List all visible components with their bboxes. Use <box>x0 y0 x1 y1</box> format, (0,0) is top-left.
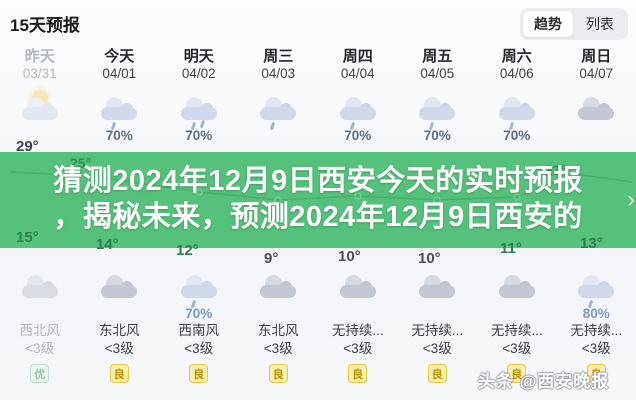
light-rain-icon <box>177 272 221 309</box>
wind-direction: 西北风 <box>19 323 61 338</box>
light-rain-icon <box>97 94 141 131</box>
day-name[interactable]: 今天 <box>104 48 135 65</box>
precip-probability: 70% <box>185 306 213 321</box>
wind-level: <3级 <box>343 341 373 356</box>
low-temp-label: 12° <box>176 242 199 259</box>
cloudy-icon <box>18 272 62 302</box>
wind-direction: 西南风 <box>178 323 220 338</box>
cloudy-icon <box>415 272 459 302</box>
day-name[interactable]: 周六 <box>501 48 532 65</box>
day-name[interactable]: 周日 <box>581 48 612 65</box>
high-temp-label: 25° <box>70 155 92 171</box>
date-label: 04/04 <box>340 66 375 81</box>
cloudy-icon <box>336 272 380 302</box>
headline-line-2: ，揭秘未来，预测2024年12月9日西安的 <box>53 201 583 233</box>
light-rain-icon <box>495 94 539 131</box>
wind-level: <3级 <box>263 341 293 356</box>
day-name[interactable]: 周三 <box>263 48 294 65</box>
precip-probability: 70% <box>105 128 133 143</box>
wind-direction: 无持续... <box>570 323 623 338</box>
date-label: 04/05 <box>420 66 455 81</box>
aqi-badge: 良 <box>189 364 209 383</box>
wind-direction: 无持续... <box>411 323 464 338</box>
date-label: 04/07 <box>579 66 614 81</box>
low-temp-label: 13° <box>580 235 603 252</box>
precip-probability: 70% <box>503 128 531 143</box>
night-weather-row: 70% <box>0 272 636 322</box>
wind-direction: 东北风 <box>99 323 140 338</box>
chevron-right-icon[interactable]: › <box>627 186 635 213</box>
wind-level-row: <3级 <3级 <3级 <3级 <3级 <3级 <3级 <3级 <box>0 337 636 357</box>
partly-sunny-icon <box>18 90 62 124</box>
cloudy-icon <box>495 272 539 302</box>
precip-probability: 70% <box>344 128 372 143</box>
day-weather-row: 70% 70% 70% 70% <box>0 90 636 144</box>
headline-text: 猜测2024年12月9日西安今天的实时预报 ，揭秘未来，预测2024年12月9日… <box>0 152 636 248</box>
air-quality-row: 优 良 良 良 良 良 良 良 <box>0 364 636 383</box>
wind-level: <3级 <box>422 341 452 356</box>
trend-line-chart <box>9 170 633 204</box>
day-name[interactable]: 周四 <box>342 48 373 65</box>
light-rain-icon <box>415 94 459 131</box>
watermark: 头条 @西安晚报 <box>478 372 610 391</box>
low-temp-label: 11° <box>500 240 522 257</box>
light-rain-icon <box>336 94 380 131</box>
low-temp-label: 15° <box>16 229 39 246</box>
day-name[interactable]: 昨天 <box>24 48 55 65</box>
wind-level: <3级 <box>502 341 532 356</box>
date-label: 04/01 <box>102 66 137 81</box>
cloudy-icon <box>97 272 141 302</box>
light-rain-icon <box>256 94 300 131</box>
wind-direction: 无持续... <box>331 323 384 338</box>
light-rain-icon <box>574 272 618 309</box>
aqi-badge: 良 <box>586 364 606 383</box>
aqi-badge: 良 <box>427 364 447 383</box>
tab-list[interactable]: 列表 <box>586 16 614 32</box>
wind-level: <3级 <box>104 341 134 356</box>
date-row: 03/31 04/01 04/02 04/03 04/04 04/05 04/0… <box>0 66 636 81</box>
cloudy-icon <box>574 94 618 124</box>
wind-level: <3级 <box>581 341 611 356</box>
moderate-rain-icon <box>177 94 221 131</box>
date-label: 04/06 <box>499 66 534 81</box>
aqi-badge: 良 <box>109 364 129 383</box>
aqi-badge: 优 <box>30 364 50 383</box>
low-temp-label: 14° <box>96 236 119 253</box>
low-temp-label: 9° <box>264 250 279 267</box>
aqi-badge: 良 <box>507 364 527 383</box>
headline-overlay-banner: 25° 23° 猜测2024年12月9日西安今天的实时预报 ，揭秘未来，预测20… <box>0 152 636 248</box>
headline-line-1: 猜测2024年12月9日西安今天的实时预报 <box>53 165 583 197</box>
wind-level: <3级 <box>184 341 214 356</box>
high-temp-label: 23° <box>545 162 567 178</box>
day-name-row: 昨天 今天 明天 周三 周四 周五 周六 周日 <box>0 45 636 66</box>
wind-direction: 东北风 <box>258 323 299 338</box>
date-label: 03/31 <box>22 66 57 81</box>
wind-direction: 无持续... <box>490 323 543 338</box>
low-temp-label: 10° <box>418 250 441 267</box>
day-name[interactable]: 周五 <box>422 48 453 65</box>
aqi-badge: 良 <box>348 364 368 383</box>
day-name[interactable]: 明天 <box>183 48 214 65</box>
precip-probability: 70% <box>185 128 213 143</box>
wind-level: <3级 <box>25 341 55 356</box>
high-temp-label: 29° <box>16 138 39 155</box>
precip-probability: 70% <box>423 128 451 143</box>
low-temp-label: 10° <box>338 248 361 265</box>
aqi-badge: 良 <box>268 364 288 383</box>
precip-probability: 80% <box>582 306 610 321</box>
page-title: 15天预报 <box>10 16 80 35</box>
date-label: 04/02 <box>181 66 216 81</box>
date-label: 04/03 <box>261 66 296 81</box>
wind-direction-row: 西北风 东北风 西南风 东北风 无持续... 无持续... 无持续... 无持续… <box>0 319 636 339</box>
view-toggle: 趋势 列表 <box>520 8 628 40</box>
cloudy-icon <box>256 272 300 302</box>
temperature-trend-chart: 29° 25° 23° 猜测2024年12月9日西安今天的实时预报 ，揭秘未来，… <box>0 137 636 267</box>
tab-trend[interactable]: 趋势 <box>523 11 573 37</box>
